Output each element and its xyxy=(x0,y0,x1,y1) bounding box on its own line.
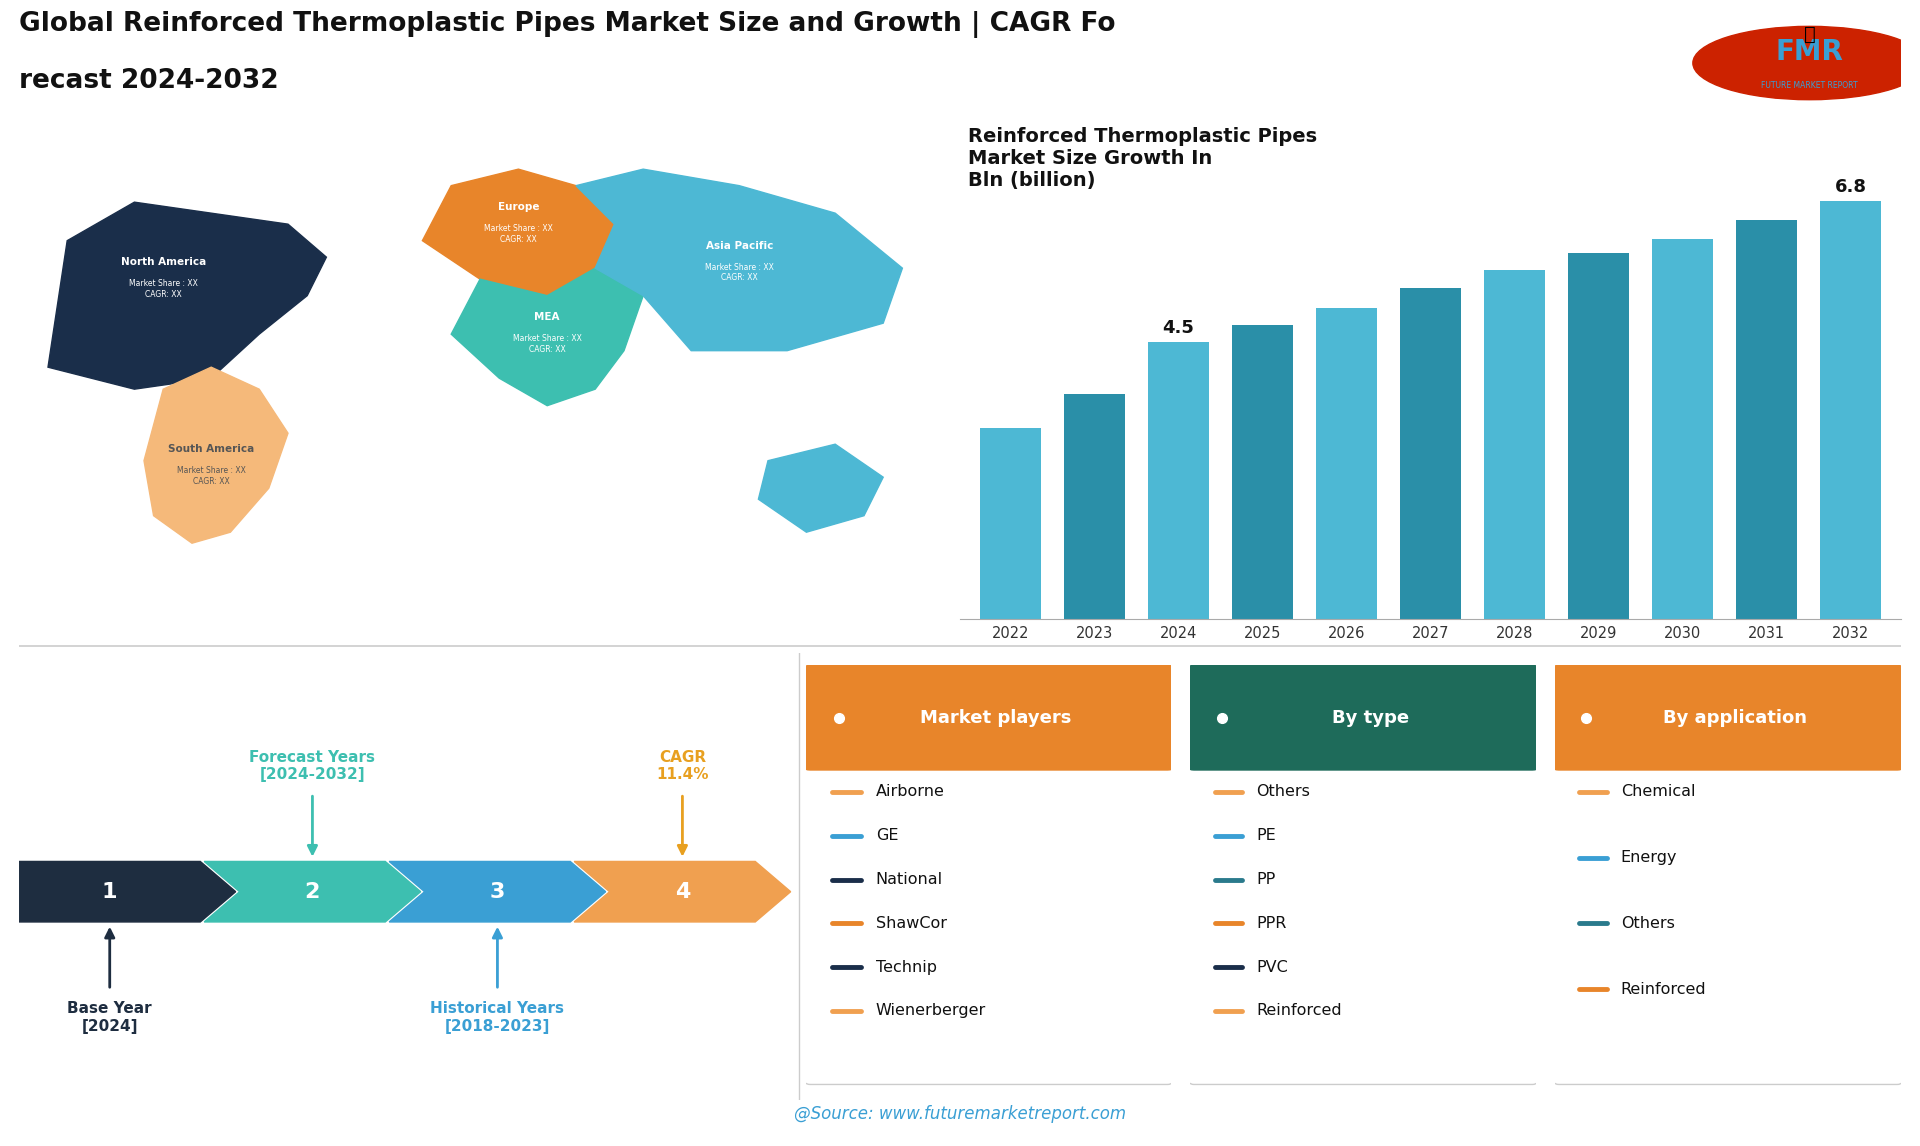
Polygon shape xyxy=(574,862,791,921)
Text: PE: PE xyxy=(1256,829,1275,843)
FancyBboxPatch shape xyxy=(1187,758,1540,1084)
Text: Airborne: Airborne xyxy=(876,784,945,800)
FancyBboxPatch shape xyxy=(799,665,1179,770)
Text: 2: 2 xyxy=(305,881,321,902)
Text: Market Share : XX
CAGR: XX: Market Share : XX CAGR: XX xyxy=(705,262,774,282)
Polygon shape xyxy=(204,862,420,921)
Bar xyxy=(1736,220,1797,619)
Bar xyxy=(1064,394,1125,619)
Text: National: National xyxy=(876,872,943,887)
Bar xyxy=(1315,308,1377,619)
Text: 6.8: 6.8 xyxy=(1834,178,1866,196)
Text: Global Reinforced Thermoplastic Pipes Market Size and Growth | CAGR Fo: Global Reinforced Thermoplastic Pipes Ma… xyxy=(19,11,1116,39)
FancyBboxPatch shape xyxy=(1183,665,1544,770)
Bar xyxy=(1651,238,1713,619)
Text: Asia Pacific: Asia Pacific xyxy=(705,241,774,251)
Text: Energy: Energy xyxy=(1620,850,1678,865)
Bar xyxy=(1148,343,1210,619)
Text: PVC: PVC xyxy=(1256,959,1288,974)
Bar xyxy=(979,429,1041,619)
Text: Chemical: Chemical xyxy=(1620,784,1695,800)
Text: Forecast Years
[2024-2032]: Forecast Years [2024-2032] xyxy=(250,749,376,782)
Text: Others: Others xyxy=(1620,916,1674,931)
Bar xyxy=(1484,269,1544,619)
Text: Market Share : XX
CAGR: XX: Market Share : XX CAGR: XX xyxy=(177,466,246,486)
FancyBboxPatch shape xyxy=(803,758,1175,1084)
Bar xyxy=(1233,325,1292,619)
Text: PP: PP xyxy=(1256,872,1275,887)
Text: 4.5: 4.5 xyxy=(1162,320,1194,337)
Text: GE: GE xyxy=(876,829,899,843)
Text: Others: Others xyxy=(1256,784,1309,800)
Text: Europe: Europe xyxy=(497,202,540,212)
Text: Reinforced Thermoplastic Pipes
Market Size Growth In
Bln (billion): Reinforced Thermoplastic Pipes Market Si… xyxy=(968,127,1317,190)
Polygon shape xyxy=(451,268,643,406)
Text: Market Share : XX
CAGR: XX: Market Share : XX CAGR: XX xyxy=(129,280,198,299)
Text: ShawCor: ShawCor xyxy=(876,916,947,931)
Text: CAGR
11.4%: CAGR 11.4% xyxy=(657,749,708,782)
Text: 4: 4 xyxy=(674,881,689,902)
Text: Market Share : XX
CAGR: XX: Market Share : XX CAGR: XX xyxy=(484,225,553,244)
Polygon shape xyxy=(422,170,614,296)
FancyBboxPatch shape xyxy=(1551,758,1905,1084)
Text: Market Share : XX
CAGR: XX: Market Share : XX CAGR: XX xyxy=(513,335,582,354)
Text: Reinforced: Reinforced xyxy=(1620,982,1707,997)
Text: South America: South America xyxy=(169,445,253,454)
Text: recast 2024-2032: recast 2024-2032 xyxy=(19,68,278,94)
Text: By application: By application xyxy=(1663,708,1807,727)
Text: 1: 1 xyxy=(102,881,117,902)
Polygon shape xyxy=(19,862,236,921)
Text: Technip: Technip xyxy=(876,959,937,974)
Text: FUTURE MARKET REPORT: FUTURE MARKET REPORT xyxy=(1761,81,1859,91)
FancyBboxPatch shape xyxy=(1548,665,1908,770)
Text: 3: 3 xyxy=(490,881,505,902)
Bar xyxy=(1400,288,1461,619)
Text: Reinforced: Reinforced xyxy=(1256,1004,1342,1019)
Text: By type: By type xyxy=(1332,708,1409,727)
Text: Wienerberger: Wienerberger xyxy=(876,1004,987,1019)
Bar xyxy=(1820,201,1880,619)
Text: PPR: PPR xyxy=(1256,916,1286,931)
Text: Base Year
[2024]: Base Year [2024] xyxy=(67,1002,152,1034)
Polygon shape xyxy=(144,367,288,543)
Text: Market players: Market players xyxy=(920,708,1071,727)
Text: FMR: FMR xyxy=(1776,38,1843,65)
Polygon shape xyxy=(390,862,605,921)
Circle shape xyxy=(1693,26,1920,100)
Text: Historical Years
[2018-2023]: Historical Years [2018-2023] xyxy=(430,1002,564,1034)
Polygon shape xyxy=(758,445,883,532)
Polygon shape xyxy=(576,170,902,351)
Text: North America: North America xyxy=(121,257,205,267)
Text: MEA: MEA xyxy=(534,312,561,322)
Text: @Source: www.futuremarketreport.com: @Source: www.futuremarketreport.com xyxy=(795,1106,1125,1123)
Bar xyxy=(1569,253,1628,619)
Polygon shape xyxy=(48,202,326,390)
Text: 🦅: 🦅 xyxy=(1803,25,1816,44)
